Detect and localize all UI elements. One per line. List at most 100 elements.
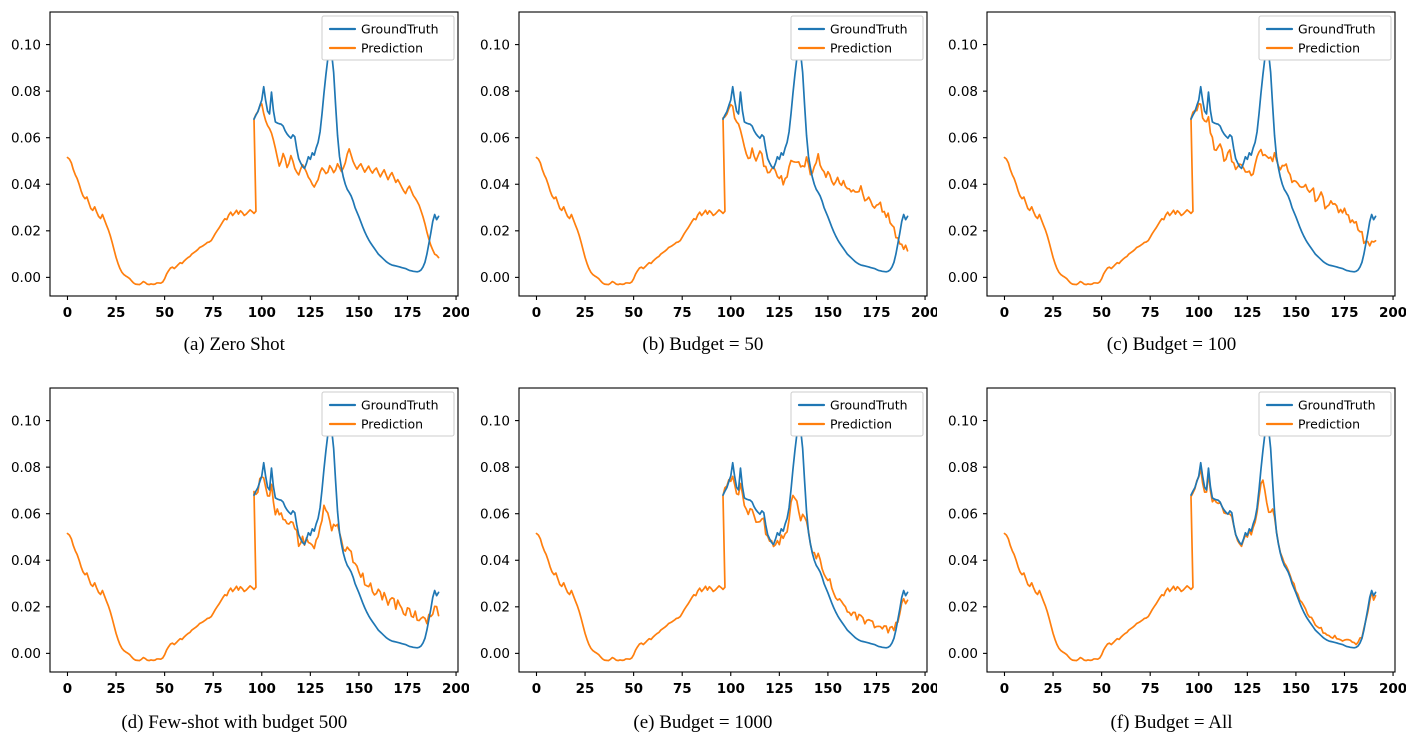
xtick-label-b-4: 100 (716, 305, 744, 321)
subplot-caption-b: (b) Budget = 50 (642, 334, 764, 355)
subplot-f: 0 25 50 75 100 125 150 175 200 0.00 0.02 0.04 0.06 0.… (937, 376, 1406, 706)
xtick-label-f-8: 200 (1379, 681, 1406, 697)
xtick-label-a-7: 175 (393, 305, 421, 321)
plot-svg-c: 0 25 50 75 100 125 150 175 200 0.00 0.02 0.04 0.06 0.… (948, 11, 1406, 321)
ytick-label-e-0: 0.00 (480, 646, 510, 662)
ytick-label-a-3: 0.06 (11, 131, 41, 147)
legend-label-groundtruth-b: GroundTruth (830, 21, 908, 36)
xtick-label-c-5: 125 (1233, 305, 1261, 321)
ytick-label-d-1: 0.02 (11, 600, 41, 616)
axis-group-e: 0 25 50 75 100 125 150 175 200 0.00 0.02 0.04 0.06 0.… (480, 413, 938, 697)
series-line-prediction-d (66, 476, 440, 662)
plot-svg-a: 0 25 50 75 100 125 150 175 200 0.00 0.02 0.04 0.06 0.… (11, 11, 469, 321)
legend-label-groundtruth-f: GroundTruth (1298, 397, 1376, 412)
legend-label-groundtruth-d: GroundTruth (361, 397, 439, 412)
subplot-cell-f: 0 25 50 75 100 125 150 175 200 0.00 0.02 0.04 0.06 0.… (937, 376, 1406, 752)
legend-label-groundtruth-a: GroundTruth (361, 21, 439, 36)
xtick-label-f-6: 150 (1282, 681, 1310, 697)
xtick-label-b-0: 0 (531, 305, 540, 321)
ytick-label-b-5: 0.10 (480, 37, 510, 53)
xtick-label-c-4: 100 (1185, 305, 1213, 321)
subplot-caption-f: (f) Budget = All (1110, 712, 1233, 733)
series-line-prediction-f (1003, 467, 1377, 662)
xtick-label-c-8: 200 (1379, 305, 1406, 321)
xtick-label-b-2: 50 (624, 305, 643, 321)
legend-label-prediction-f: Prediction (1298, 416, 1360, 431)
subplot-cell-c: 0 25 50 75 100 125 150 175 200 0.00 0.02 0.04 0.06 0.… (937, 0, 1406, 376)
plot-svg-b: 0 25 50 75 100 125 150 175 200 0.00 0.02 0.04 0.06 0.… (480, 11, 938, 321)
xtick-label-c-7: 175 (1331, 305, 1359, 321)
legend-label-prediction-a: Prediction (361, 40, 423, 55)
xtick-label-a-5: 125 (296, 305, 324, 321)
ytick-label-a-0: 0.00 (11, 270, 41, 286)
xtick-label-a-3: 75 (204, 305, 223, 321)
legend-label-groundtruth-e: GroundTruth (830, 397, 908, 412)
xtick-label-b-6: 150 (813, 305, 841, 321)
xtick-label-d-3: 75 (204, 681, 223, 697)
xtick-label-a-4: 100 (248, 305, 276, 321)
series-line-prediction-e (535, 475, 909, 662)
ytick-label-f-2: 0.04 (948, 553, 978, 569)
ytick-label-c-4: 0.08 (948, 84, 978, 100)
axis-group-a: 0 25 50 75 100 125 150 175 200 0.00 0.02 0.04 0.06 0.… (11, 37, 469, 321)
xtick-label-e-0: 0 (531, 681, 540, 697)
xtick-label-d-0: 0 (63, 681, 72, 697)
legend-a: GroundTruth Prediction (321, 15, 455, 61)
subplot-caption-c: (c) Budget = 100 (1106, 334, 1237, 355)
ytick-label-a-1: 0.02 (11, 224, 41, 240)
xtick-label-d-5: 125 (296, 681, 324, 697)
ytick-label-c-2: 0.04 (948, 177, 978, 193)
ytick-label-b-4: 0.08 (480, 84, 510, 100)
ytick-label-b-3: 0.06 (480, 131, 510, 147)
legend-c: GroundTruth Prediction (1258, 15, 1392, 61)
xtick-label-a-6: 150 (345, 305, 373, 321)
xtick-label-e-7: 175 (862, 681, 890, 697)
xtick-label-e-2: 50 (624, 681, 643, 697)
legend-d: GroundTruth Prediction (321, 391, 455, 437)
xtick-label-b-7: 175 (862, 305, 890, 321)
series-line-prediction-c (1003, 102, 1377, 286)
subplot-b: 0 25 50 75 100 125 150 175 200 0.00 0.02 0.04 0.06 0.… (469, 0, 938, 330)
series-line-groundtruth-c (1190, 47, 1377, 273)
legend-label-groundtruth-c: GroundTruth (1298, 21, 1376, 36)
xtick-label-a-0: 0 (63, 305, 72, 321)
xtick-label-a-8: 200 (442, 305, 469, 321)
xtick-label-c-1: 25 (1044, 305, 1063, 321)
axis-group-b: 0 25 50 75 100 125 150 175 200 0.00 0.02 0.04 0.06 0.… (480, 37, 938, 321)
xtick-label-e-6: 150 (813, 681, 841, 697)
ytick-label-e-3: 0.06 (480, 507, 510, 523)
ytick-label-f-5: 0.10 (948, 413, 978, 429)
plot-svg-d: 0 25 50 75 100 125 150 175 200 0.00 0.02 0.04 0.06 0.… (11, 387, 469, 697)
xtick-label-f-7: 175 (1331, 681, 1359, 697)
series-line-groundtruth-d (253, 423, 440, 649)
series-line-groundtruth-e (721, 423, 909, 649)
ytick-label-a-4: 0.08 (11, 84, 41, 100)
ytick-label-e-5: 0.10 (480, 413, 510, 429)
figure-row-bottom: 0 25 50 75 100 125 150 175 200 0.00 0.02 0.04 0.06 0.… (0, 376, 1406, 752)
ytick-label-b-0: 0.00 (480, 270, 510, 286)
xtick-label-f-0: 0 (1000, 681, 1009, 697)
xtick-label-c-6: 150 (1282, 305, 1310, 321)
xtick-label-f-3: 75 (1141, 681, 1160, 697)
xtick-label-e-4: 100 (716, 681, 744, 697)
xtick-label-a-1: 25 (107, 305, 126, 321)
subplot-caption-a: (a) Zero Shot (183, 334, 285, 355)
ytick-label-e-1: 0.02 (480, 600, 510, 616)
ytick-label-b-2: 0.04 (480, 177, 510, 193)
plot-svg-f: 0 25 50 75 100 125 150 175 200 0.00 0.02 0.04 0.06 0.… (948, 387, 1406, 697)
xtick-label-e-8: 200 (911, 681, 938, 697)
xtick-label-e-3: 75 (672, 681, 691, 697)
figure-row-top: 0 25 50 75 100 125 150 175 200 0.00 0.02 0.04 0.06 0.… (0, 0, 1406, 376)
xtick-label-d-1: 25 (107, 681, 126, 697)
ytick-label-e-2: 0.04 (480, 553, 510, 569)
ytick-label-d-2: 0.04 (11, 553, 41, 569)
series-line-groundtruth-b (721, 47, 909, 273)
xtick-label-f-4: 100 (1185, 681, 1213, 697)
plot-svg-e: 0 25 50 75 100 125 150 175 200 0.00 0.02 0.04 0.06 0.… (480, 387, 938, 697)
ytick-label-c-5: 0.10 (948, 37, 978, 53)
xtick-label-c-3: 75 (1141, 305, 1160, 321)
ytick-label-d-4: 0.08 (11, 460, 41, 476)
ytick-label-f-3: 0.06 (948, 507, 978, 523)
axis-group-f: 0 25 50 75 100 125 150 175 200 0.00 0.02 0.04 0.06 0.… (948, 413, 1406, 697)
